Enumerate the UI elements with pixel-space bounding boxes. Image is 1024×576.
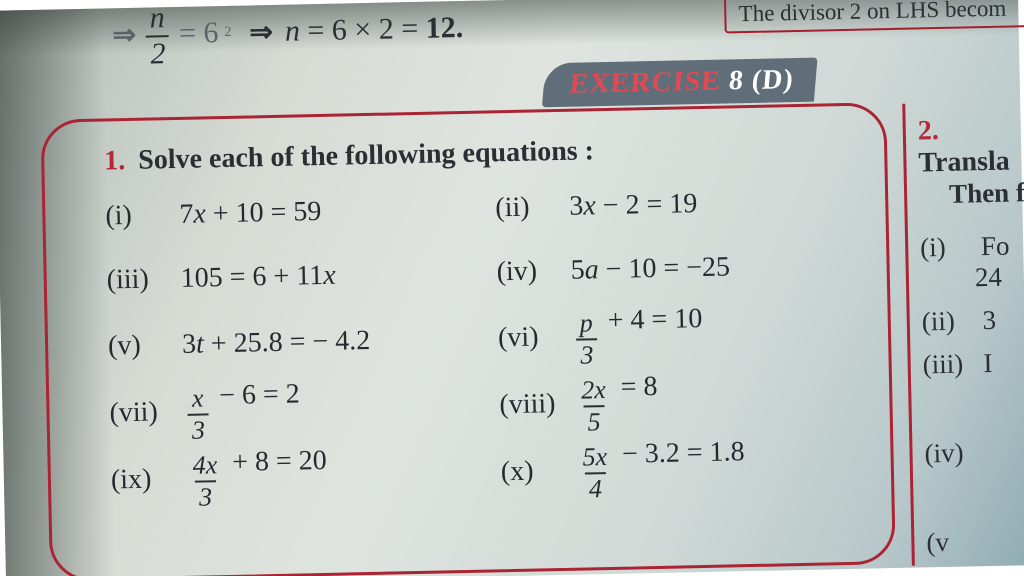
roman-numeral: (ii): [921, 305, 976, 337]
list-item: (ii) 3x − 2 = 19: [495, 171, 896, 237]
partial-text: 24: [975, 261, 1024, 293]
question-2-subheading: Then f: [949, 177, 1024, 210]
equation-text: 7x + 10 = 59: [179, 196, 322, 231]
list-item: (iii) I: [922, 347, 1024, 380]
list-item: (i) 7x + 10 = 59: [105, 180, 486, 246]
list-item: (viii) 2x5 = 8: [499, 366, 900, 435]
equation-text: 2x5 = 8: [573, 371, 659, 434]
list-item: (iii) 105 = 6 + 11x: [106, 244, 487, 310]
list-item: (iv) 5a − 10 = −25: [496, 235, 897, 301]
list-item: (iv): [924, 436, 1024, 469]
list-item: (v) 3t + 25.8 = − 4.2: [107, 308, 488, 377]
equation-text: 5x4 − 3.2 = 1.8: [574, 436, 745, 501]
roman-numeral: (x): [501, 454, 576, 488]
annotation-sup-left: 2: [224, 25, 231, 41]
equals-six: = 6: [179, 16, 219, 51]
roman-numeral: (i): [920, 231, 975, 263]
roman-numeral: (v: [926, 526, 981, 558]
fraction-num: n: [145, 3, 169, 35]
roman-numeral: (ii): [495, 191, 570, 225]
list-item: (ii) 3: [921, 304, 1024, 337]
list-item: (x) 5x4 − 3.2 = 1.8: [500, 433, 901, 502]
result-12: 12.: [425, 11, 463, 45]
partial-text: Fo: [981, 231, 1010, 262]
question-1-number: 1.: [104, 145, 126, 176]
equation-text: 105 = 6 + 11x: [180, 260, 336, 295]
exercise-banner: EXERCISE 8 (D): [542, 58, 818, 108]
implies-arrow: ⇒: [112, 18, 136, 52]
list-item: (v: [926, 525, 1024, 558]
roman-numeral: (viii): [499, 387, 574, 421]
question-2-number: 2.: [917, 115, 939, 146]
roman-numeral: (v): [108, 328, 183, 362]
roman-numeral: (ix): [111, 462, 186, 496]
textbook-page: ⇒ n 2 = 6 2 ⇒ n n = 6 × 2 == 6 × 2 = 12.…: [0, 0, 1024, 576]
fraction-n-over-2: n 2: [145, 3, 169, 69]
list-item: (ix) 4x3 + 8 = 20: [110, 441, 491, 510]
question-1-text: Solve each of the following equations :: [138, 135, 594, 176]
roman-numeral: (vii): [109, 395, 184, 429]
banner-rest: 8 (D): [720, 64, 795, 97]
question-2-heading: 2. Transla: [917, 113, 1024, 179]
roman-numeral: (vi): [498, 320, 573, 354]
divisor-note-box: The divisor 2 on LHS becom: [724, 0, 1024, 33]
equation-text: x3 − 6 = 2: [183, 378, 301, 441]
n-equals-expr: n n = 6 × 2 == 6 × 2 = 12.: [285, 11, 464, 49]
roman-numeral: (iv): [924, 437, 979, 469]
equation-grid: (i) 7x + 10 = 59 (ii) 3x − 2 = 19 (iii) …: [105, 171, 878, 510]
list-item: (vii) x3 − 6 = 2: [109, 375, 490, 444]
divisor-note-text: The divisor 2 on LHS becom: [738, 0, 1006, 26]
roman-numeral: (iv): [496, 255, 571, 289]
fraction-den: 2: [146, 35, 170, 69]
worked-example: ⇒ n 2 = 6 2 ⇒ n n = 6 × 2 == 6 × 2 = 12.: [112, 0, 464, 68]
equation-text: 4x3 + 8 = 20: [184, 445, 327, 509]
roman-numeral: (i): [105, 199, 180, 233]
banner-word-exercise: EXERCISE: [568, 66, 722, 100]
question-2-text: Transla: [918, 146, 1010, 179]
list-item: (vi) p3 + 4 = 10: [497, 299, 898, 368]
roman-numeral: (iii): [106, 263, 181, 297]
roman-numeral: (iii): [922, 348, 977, 380]
equation-text: 3t + 25.8 = − 4.2: [182, 324, 371, 360]
exercise-box: 1. Solve each of the following equations…: [40, 102, 895, 576]
list-item: (i) Fo 24: [920, 230, 1024, 294]
question-2-column: 2. Transla Then f (i) Fo 24 (ii) 3 (iii)…: [902, 101, 1024, 566]
partial-text: I: [983, 348, 993, 378]
implies-arrow-2: ⇒: [249, 15, 273, 49]
question-1-heading: 1. Solve each of the following equations…: [104, 129, 871, 177]
equation-text: 3x − 2 = 19: [569, 188, 698, 223]
equation-text: p3 + 4 = 10: [571, 303, 703, 367]
partial-text: 3: [982, 305, 996, 335]
equation-text: 5a − 10 = −25: [570, 251, 730, 286]
